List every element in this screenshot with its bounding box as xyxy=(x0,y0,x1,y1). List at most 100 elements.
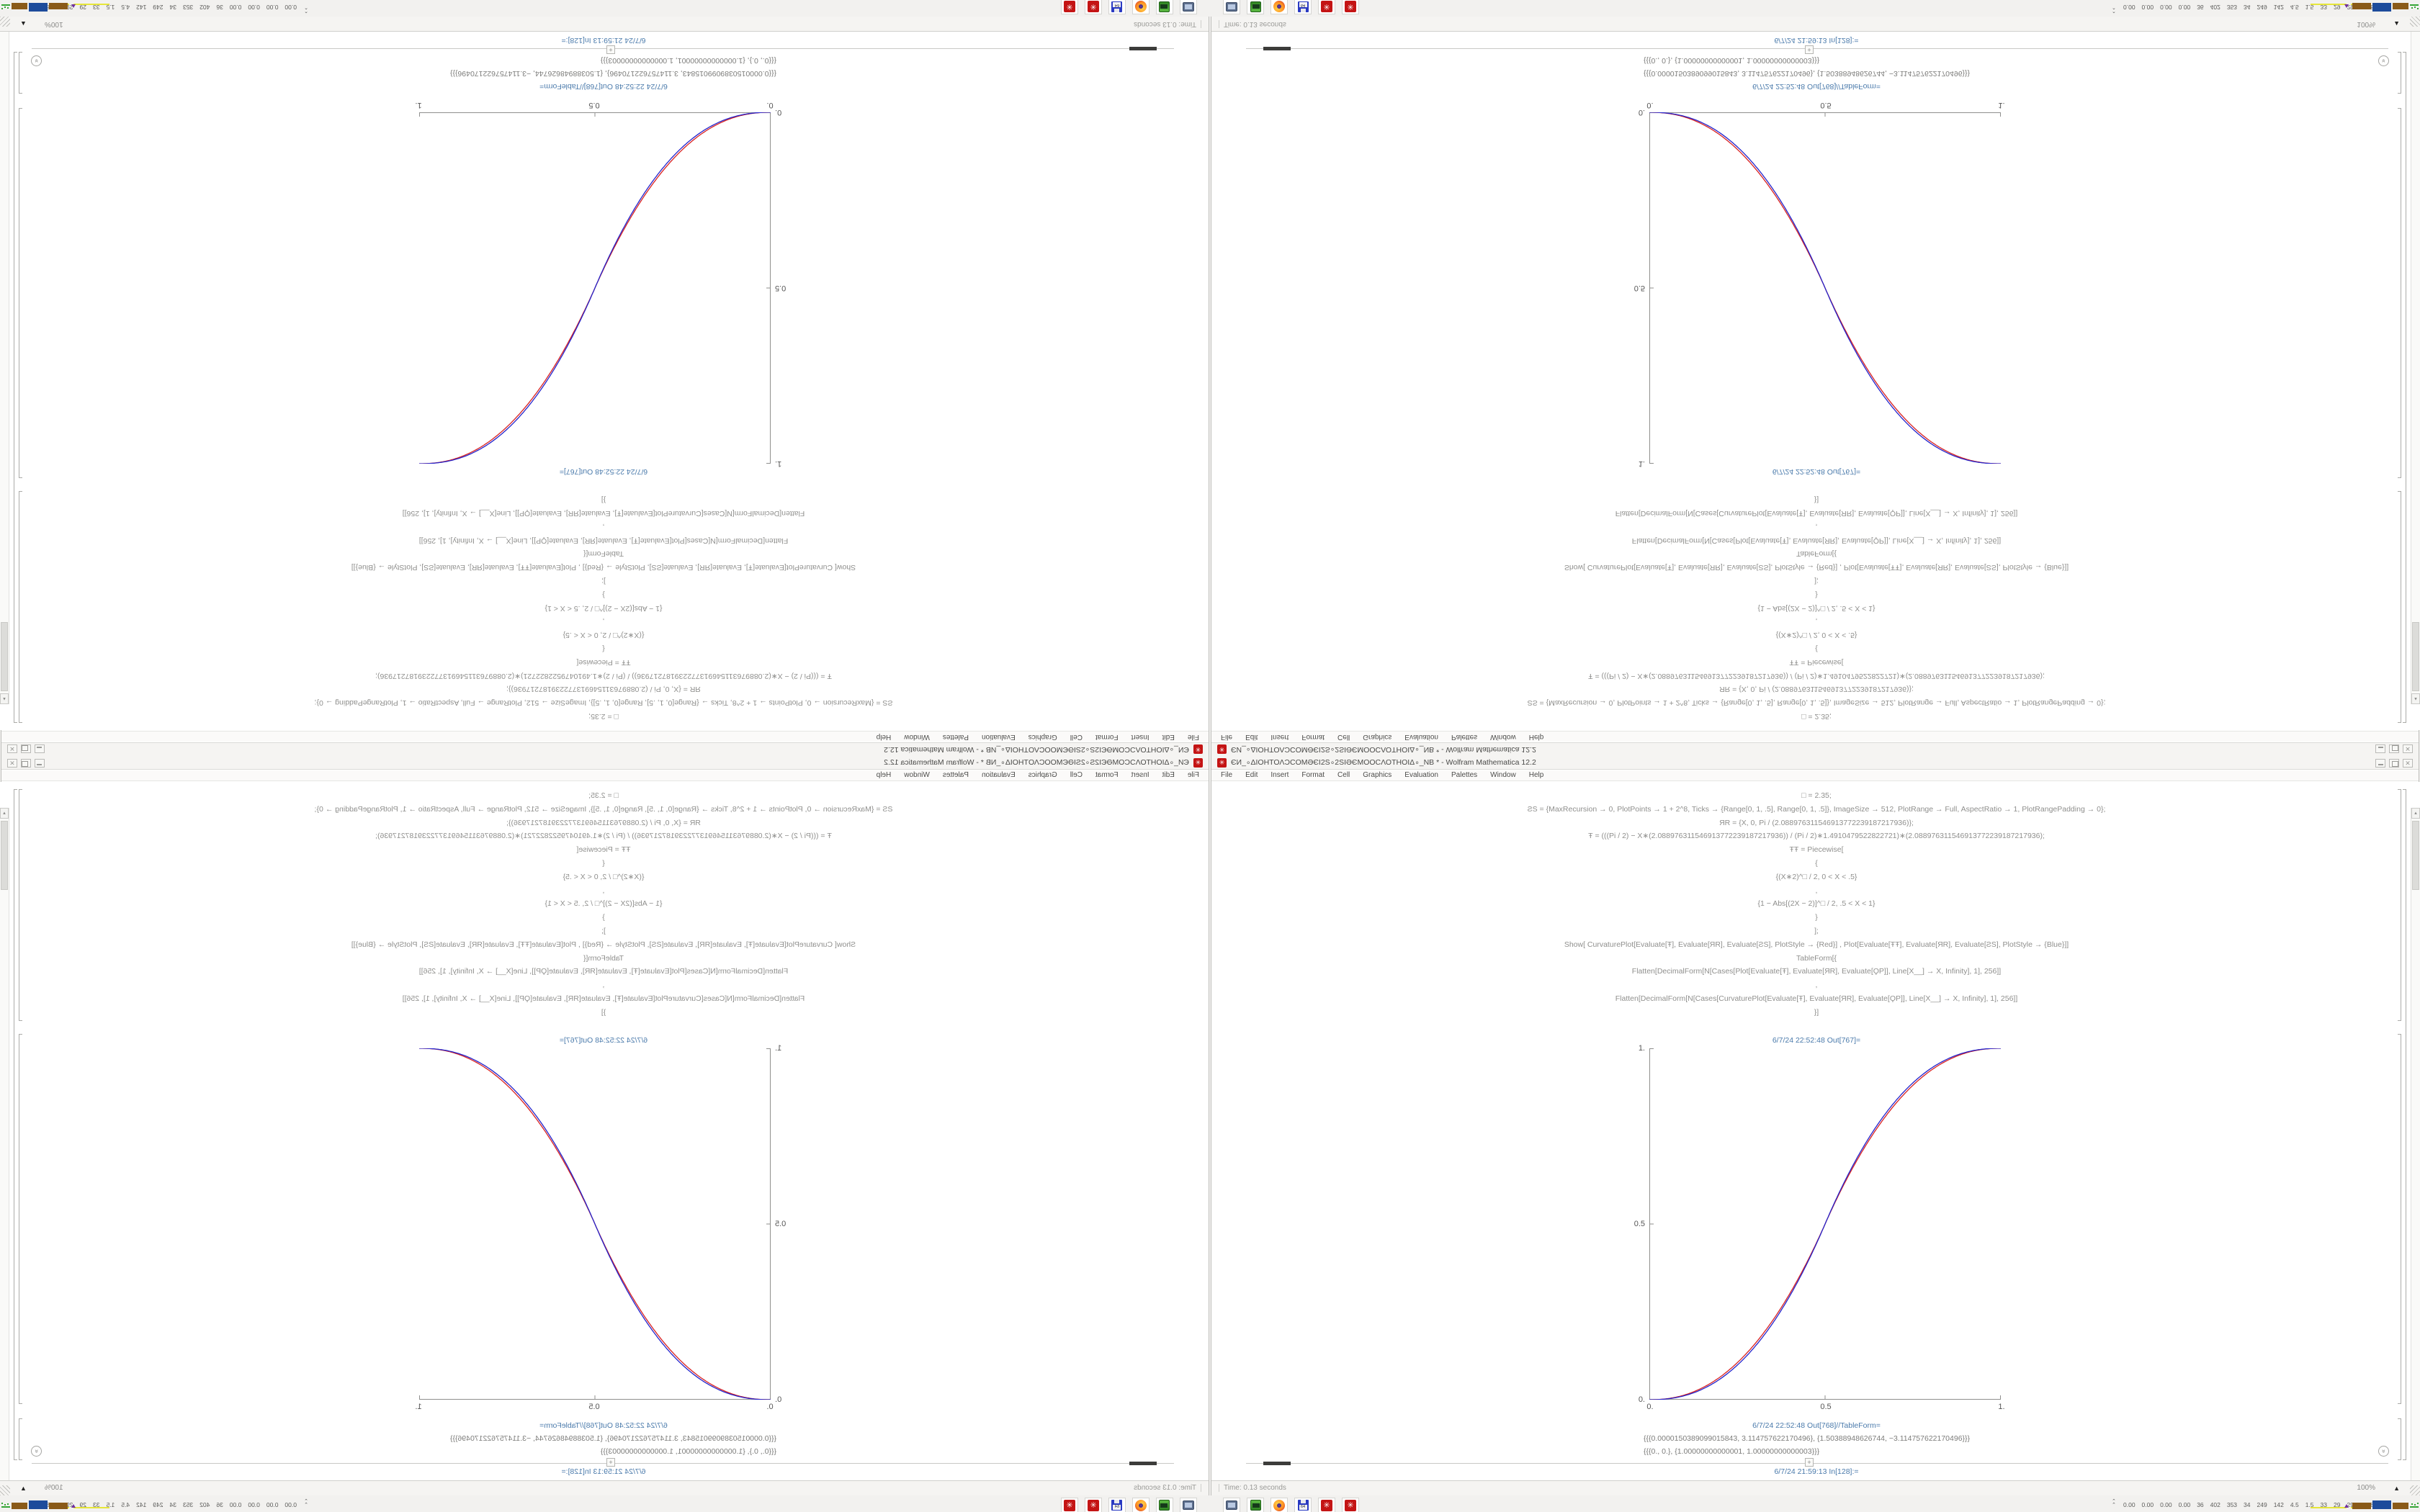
input-code-line[interactable]: TableForm[{ xyxy=(1796,549,1837,559)
input-cell[interactable]: □ = 2.35; ƧS = {MaxRecursion → 0, PlotPo… xyxy=(13,492,1194,723)
input-code-line[interactable]: ]; xyxy=(1814,577,1819,586)
maximize-button-icon[interactable] xyxy=(2389,759,2399,768)
menu-graphics[interactable]: Graphics xyxy=(1028,771,1057,779)
cell-insertion-line[interactable] xyxy=(32,48,1174,49)
input-code-line[interactable]: ƧS = {MaxRecursion → 0, PlotPoints → 1 +… xyxy=(314,698,893,708)
menu-insert[interactable]: Insert xyxy=(1270,771,1289,779)
input-code-line[interactable]: } xyxy=(602,913,605,922)
menu-window[interactable]: Window xyxy=(1490,771,1516,779)
tray-collapse-icon[interactable]: ⌃ ⌃ xyxy=(304,1499,308,1508)
vertical-scrollbar-thumb[interactable] xyxy=(1,622,8,691)
input-code-line[interactable]: Show[ CurvaturePlot[Evaluate[Ŧ], Evaluat… xyxy=(1564,563,2069,572)
out767-cell-bracket[interactable] xyxy=(2398,108,2401,478)
input-code-line[interactable]: ƧS = {MaxRecursion → 0, PlotPoints → 1 +… xyxy=(1527,698,2106,708)
taskbar-icon-drive[interactable] xyxy=(1156,0,1173,14)
close-button-icon[interactable]: ✕ xyxy=(7,759,17,768)
window-titlebar[interactable]: ✳ ЄИ_∘ΔΙΟΗΤΟΛƆϹΟΜƏЄΙ2S∘2SΙƏЄΜΟΟϹΛΟΤΗΟΙΔ∘… xyxy=(1211,756,2419,770)
zoom-menu-arrow-icon[interactable]: ▲ xyxy=(20,20,27,27)
input-code-line[interactable]: , xyxy=(1815,617,1818,626)
menu-cell[interactable]: Cell xyxy=(1070,771,1083,779)
window-titlebar[interactable]: ✳ ЄИ_∘ΔΙΟΗΤΟΛƆϹΟΜƏЄΙ2S∘2SΙƏЄΜΟΟϹΛΟΤΗΟΙΔ∘… xyxy=(1,742,1209,756)
taskbar-icon-mathematica-1[interactable]: ✳ xyxy=(1085,1498,1102,1512)
menu-file[interactable]: File xyxy=(1187,771,1199,779)
input-code-line[interactable]: ŦŦ = Piecewise[ xyxy=(1789,845,1844,855)
maximize-button-icon[interactable] xyxy=(21,744,31,753)
input-code-line[interactable]: ]; xyxy=(601,577,606,586)
input-code-line[interactable]: , xyxy=(602,981,605,990)
taskbar-icon-drive[interactable] xyxy=(1156,1498,1173,1512)
menu-help[interactable]: Help xyxy=(876,733,892,741)
menu-format[interactable]: Format xyxy=(1095,733,1119,741)
taskbar-icon-drive[interactable] xyxy=(1247,1498,1264,1512)
input-code-line[interactable]: TableForm[{ xyxy=(583,549,624,559)
taskbar-icon-mathematica-2[interactable]: ✳ xyxy=(1342,0,1359,14)
menu-edit[interactable]: Edit xyxy=(1245,771,1258,779)
input-code-line[interactable]: {(X∗2)^□ / 2, 0 < X < .5} xyxy=(563,872,645,881)
input-code-line[interactable]: ]; xyxy=(1814,926,1819,935)
menu-format[interactable]: Format xyxy=(1301,771,1325,779)
vertical-scrollbar-thumb[interactable] xyxy=(2412,821,2419,890)
menu-help[interactable]: Help xyxy=(1528,771,1544,779)
taskbar-icon-firefox[interactable] xyxy=(1132,1498,1150,1512)
out768-cell-bracket[interactable] xyxy=(19,52,22,94)
maximize-button-icon[interactable] xyxy=(2389,744,2399,753)
taskbar-icon-drive[interactable] xyxy=(1247,0,1264,14)
horizontal-scrollbar-thumb[interactable] xyxy=(1263,47,1291,50)
cell-group-bracket[interactable] xyxy=(14,52,17,723)
input-code-line[interactable]: TableForm[{ xyxy=(1796,953,1837,963)
input-code-line[interactable]: { xyxy=(1815,644,1818,654)
menu-format[interactable]: Format xyxy=(1095,771,1119,779)
taskbar-icon-floppy[interactable]: 64 xyxy=(1294,1498,1312,1512)
close-button-icon[interactable]: ✕ xyxy=(2403,744,2413,753)
input-code-line[interactable]: Ŧ = (((Pi / 2) − X∗(2.088976311546913772… xyxy=(375,832,832,841)
cell-group-bracket[interactable] xyxy=(2403,789,2406,1460)
menu-edit[interactable]: Edit xyxy=(1245,733,1258,741)
taskbar-icon-computer[interactable] xyxy=(1180,1498,1197,1512)
input-code-line[interactable]: ЯR = {X, 0, Pi / (2.08897631154691377223… xyxy=(1719,685,1914,694)
taskbar-icon-mathematica-2[interactable]: ✳ xyxy=(1061,1498,1078,1512)
resize-grip-icon[interactable] xyxy=(0,1485,10,1495)
input-code-line[interactable]: Flatten[DecimalForm[N[Cases[CurvaturePlo… xyxy=(1615,509,2018,518)
taskbar-icon-computer[interactable] xyxy=(1223,1498,1240,1512)
out767-cell-bracket[interactable] xyxy=(2398,1034,2401,1404)
maximize-button-icon[interactable] xyxy=(21,759,31,768)
input-cell-bracket[interactable] xyxy=(2398,789,2401,1021)
input-code-line[interactable]: } xyxy=(1815,590,1818,599)
notebook-content[interactable]: □ = 2.35; ƧS = {MaxRecursion → 0, PlotPo… xyxy=(1211,782,2420,1480)
insert-cell-plus-button[interactable]: + xyxy=(606,45,615,54)
cell-insertion-line[interactable] xyxy=(1246,1463,2388,1464)
input-code-line[interactable]: {(X∗2)^□ / 2, 0 < X < .5} xyxy=(1775,631,1857,640)
input-code-line[interactable]: ŦŦ = Piecewise[ xyxy=(576,845,631,855)
input-code-line[interactable]: ]; xyxy=(601,926,606,935)
notebook-content[interactable]: □ = 2.35; ƧS = {MaxRecursion → 0, PlotPo… xyxy=(0,782,1209,1480)
zoom-menu-arrow-icon[interactable]: ▲ xyxy=(2393,20,2400,27)
input-code-line[interactable]: { xyxy=(602,644,605,654)
input-code-line[interactable]: Flatten[DecimalForm[N[Cases[Plot[Evaluat… xyxy=(418,536,789,545)
horizontal-scrollbar-thumb[interactable] xyxy=(1263,1462,1291,1465)
menu-edit[interactable]: Edit xyxy=(1162,771,1175,779)
input-code-line[interactable]: □ = 2.35; xyxy=(588,791,619,800)
resize-grip-icon[interactable] xyxy=(0,17,10,27)
minimize-button-icon[interactable] xyxy=(2375,744,2385,753)
taskbar-icon-floppy[interactable]: 64 xyxy=(1108,0,1126,14)
menu-help[interactable]: Help xyxy=(1528,733,1544,741)
menu-help[interactable]: Help xyxy=(876,771,892,779)
insert-cell-plus-button[interactable]: + xyxy=(606,1458,615,1467)
input-code-line[interactable]: □ = 2.35; xyxy=(588,712,619,721)
taskbar-icon-mathematica-1[interactable]: ✳ xyxy=(1085,0,1102,14)
taskbar-icon-floppy[interactable]: 64 xyxy=(1294,0,1312,14)
input-code-line[interactable]: ЯR = {X, 0, Pi / (2.08897631154691377223… xyxy=(1719,818,1914,827)
taskbar-icon-mathematica-1[interactable]: ✳ xyxy=(1318,1498,1335,1512)
vertical-scrollbar[interactable]: ▴ xyxy=(0,32,9,704)
menu-insert[interactable]: Insert xyxy=(1131,733,1150,741)
menu-cell[interactable]: Cell xyxy=(1337,733,1350,741)
input-code-line[interactable]: , xyxy=(1815,522,1818,531)
tray-collapse-icon[interactable]: ⌃ ⌃ xyxy=(2112,4,2116,13)
input-code-line[interactable]: , xyxy=(1815,886,1818,895)
menu-evaluation[interactable]: Evaluation xyxy=(1404,771,1438,779)
horizontal-scrollbar-thumb[interactable] xyxy=(1129,1462,1157,1465)
input-code-line[interactable]: {(X∗2)^□ / 2, 0 < X < .5} xyxy=(1775,872,1857,881)
menu-window[interactable]: Window xyxy=(904,771,930,779)
menu-insert[interactable]: Insert xyxy=(1131,771,1150,779)
input-code-line[interactable]: }] xyxy=(601,1007,606,1017)
